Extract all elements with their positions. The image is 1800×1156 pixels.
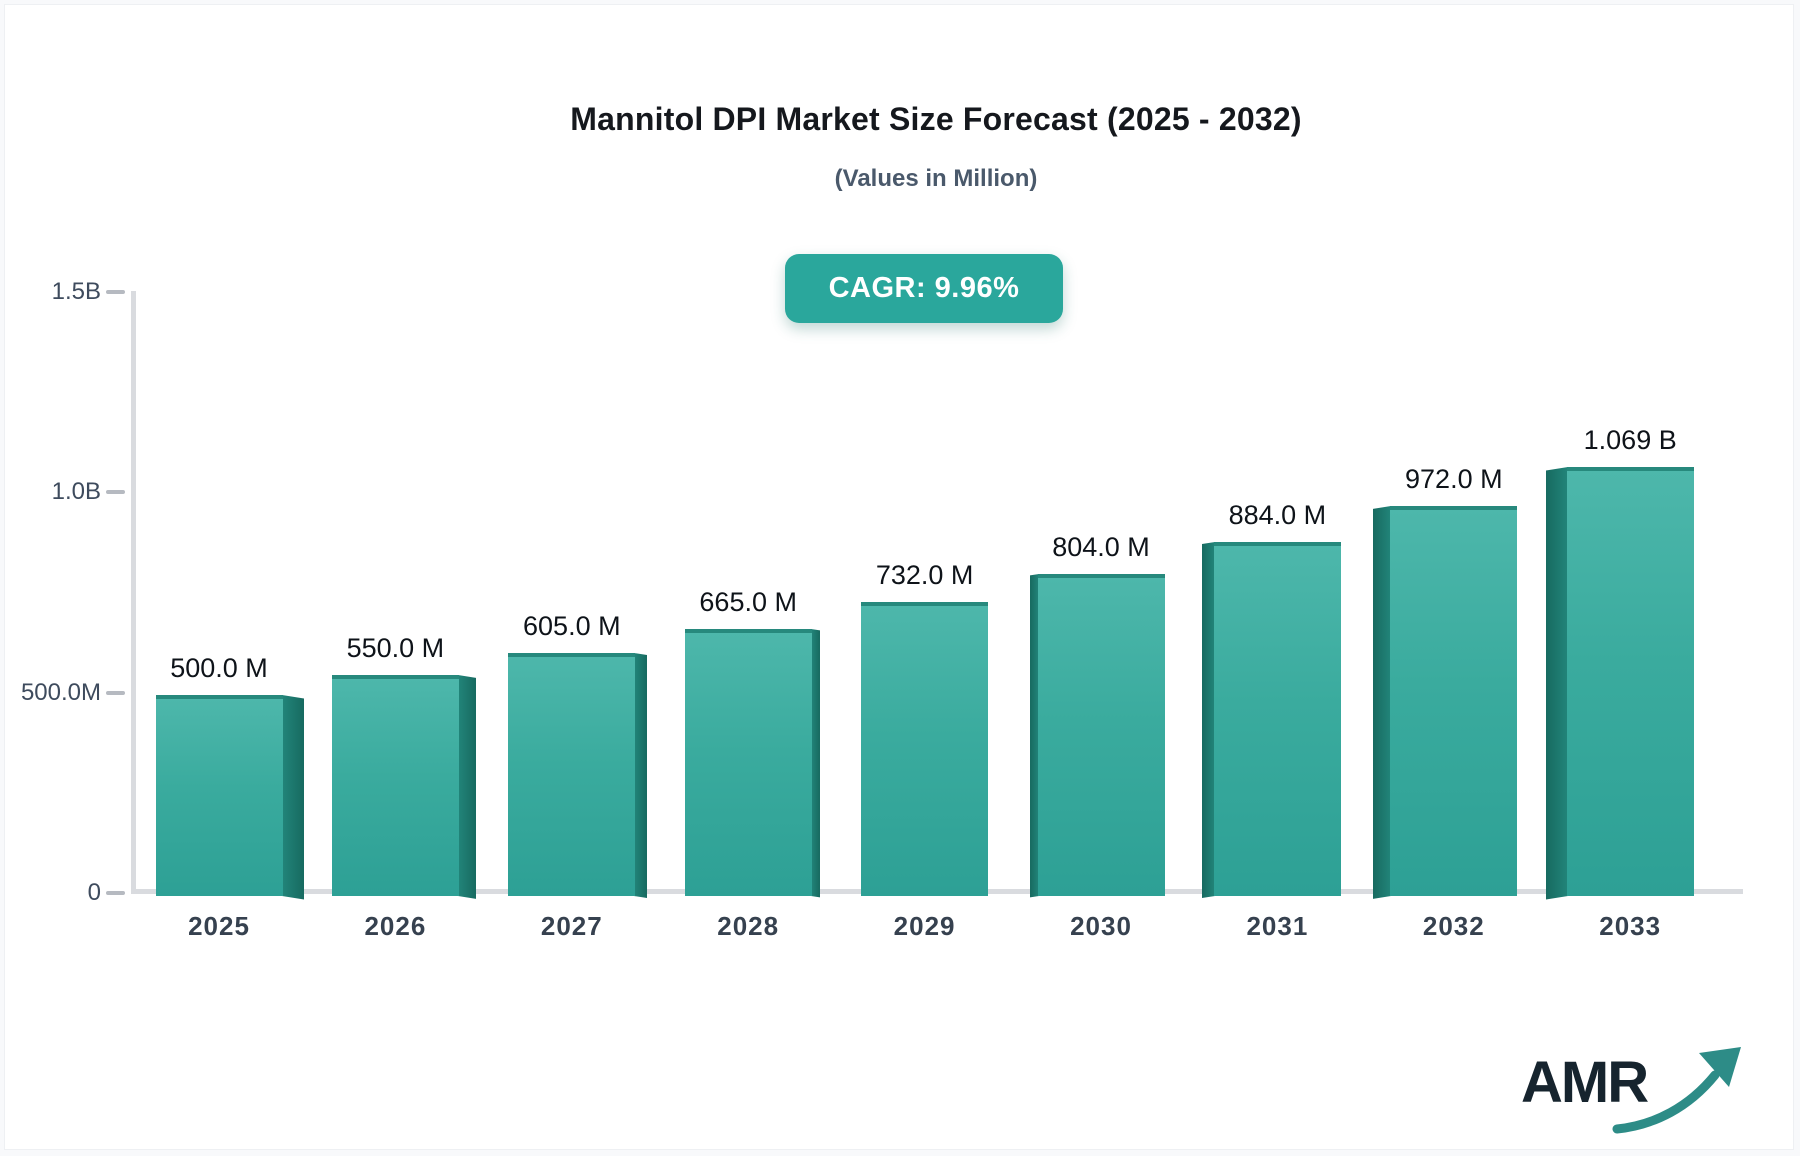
x-axis-label-2030: 2030 xyxy=(1070,911,1132,941)
amr-logo: AMR xyxy=(1521,1041,1751,1137)
bar-2032 xyxy=(1390,506,1517,896)
y-axis-tick xyxy=(106,690,125,695)
chart-title: Mannitol DPI Market Size Forecast (2025 … xyxy=(570,101,1302,137)
bar-side-2028 xyxy=(811,629,820,898)
x-axis-label-2033: 2033 xyxy=(1599,911,1662,941)
y-axis-label: 1.5B xyxy=(51,277,101,305)
bar-side-2026 xyxy=(458,675,476,899)
bar-2028 xyxy=(685,629,812,896)
bar-value-label: 972.0 M xyxy=(1405,464,1503,494)
bar-2025 xyxy=(156,695,283,896)
x-axis-label-2032: 2032 xyxy=(1422,911,1485,941)
y-axis-tick xyxy=(106,490,125,494)
x-axis-label-2026: 2026 xyxy=(364,911,427,941)
x-axis-label-2027: 2027 xyxy=(540,911,603,941)
bar-value-label: 605.0 M xyxy=(523,611,621,641)
bar-2026 xyxy=(332,675,459,896)
bar-2027 xyxy=(508,653,635,896)
bar-2030 xyxy=(1038,574,1165,896)
x-axis-label-2025: 2025 xyxy=(188,911,250,941)
bar-2031 xyxy=(1214,542,1341,896)
bar-2033 xyxy=(1567,467,1694,896)
bar-value-label: 665.0 M xyxy=(699,587,797,617)
y-axis-line xyxy=(131,291,136,893)
y-axis-label: 0 xyxy=(87,879,101,906)
y-axis-tick xyxy=(106,891,125,895)
bar-value-label: 500.0 M xyxy=(170,653,268,683)
amr-logo-text: AMR xyxy=(1521,1050,1649,1115)
y-axis-tick xyxy=(106,289,125,294)
bar-value-label: 732.0 M xyxy=(875,560,974,590)
bar-side-2032 xyxy=(1373,506,1391,899)
bar-side-2025 xyxy=(282,695,304,900)
bar-value-label: 550.0 M xyxy=(346,633,445,663)
x-axis-label-2031: 2031 xyxy=(1246,911,1309,941)
x-axis-label-2029: 2029 xyxy=(893,911,956,941)
chart-subtitle: (Values in Million) xyxy=(834,165,1038,192)
x-axis-label-2028: 2028 xyxy=(717,911,780,941)
bar-2029 xyxy=(861,602,988,896)
chart-card: Mannitol DPI Market Size Forecast (2025 … xyxy=(4,4,1794,1150)
chart-stage: Mannitol DPI Market Size Forecast (2025 … xyxy=(5,5,1795,1151)
cagr-badge: CAGR: 9.96% xyxy=(785,254,1063,323)
bar-value-label: 884.0 M xyxy=(1228,500,1327,530)
growth-arrow-icon xyxy=(1612,1047,1741,1134)
bar-side-2027 xyxy=(634,653,647,899)
bar-value-label: 1.069 B xyxy=(1583,425,1677,455)
bar-value-label: 804.0 M xyxy=(1052,532,1150,562)
y-axis-label: 500.0M xyxy=(20,678,101,706)
bar-side-2033 xyxy=(1546,467,1568,900)
y-axis-label: 1.0B xyxy=(51,478,101,505)
